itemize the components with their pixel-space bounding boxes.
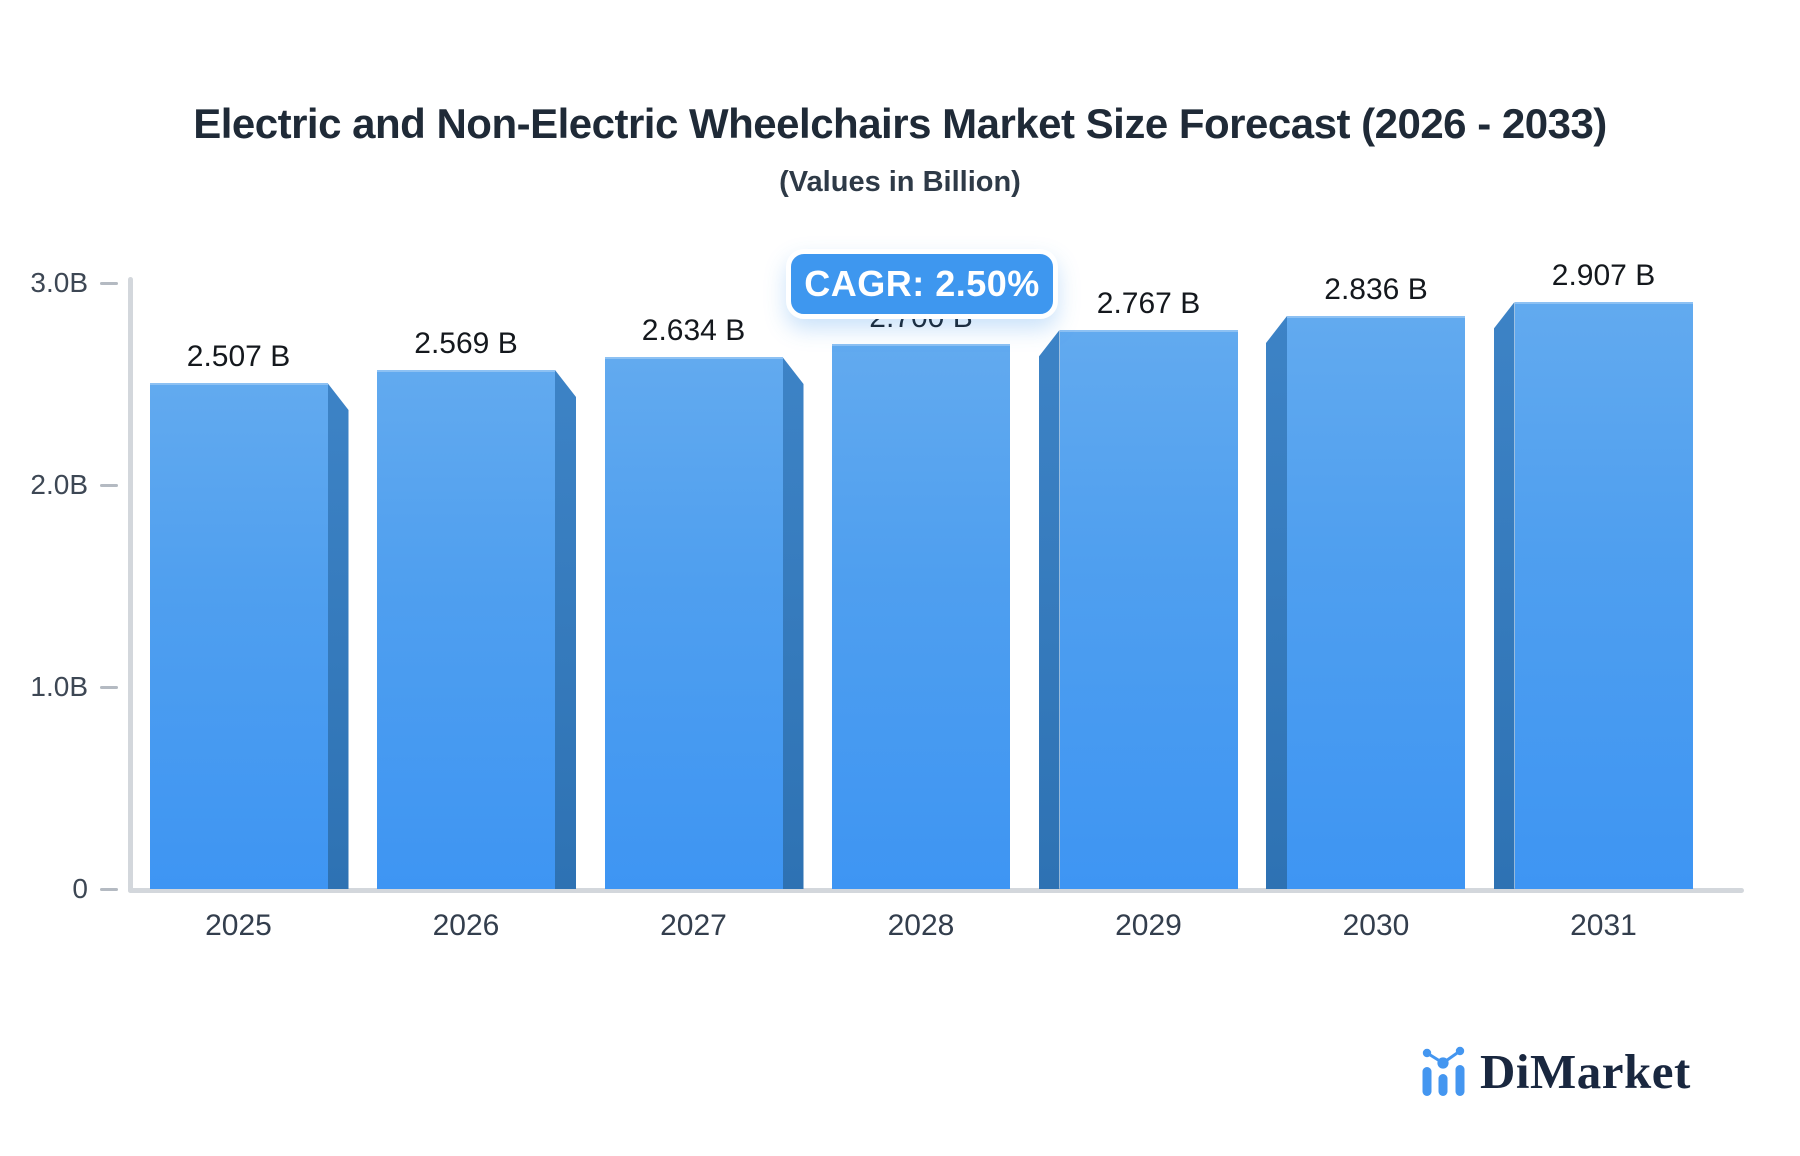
x-tick-label: 2030 bbox=[1342, 909, 1410, 942]
value-label: 2.907 B bbox=[1551, 259, 1656, 292]
y-tick-label: 0 bbox=[72, 873, 88, 904]
bar-bevel bbox=[1266, 316, 1287, 889]
brand-name: DiMarket bbox=[1480, 1043, 1691, 1099]
value-label: 2.767 B bbox=[1096, 287, 1201, 320]
x-tick-label: 2031 bbox=[1570, 909, 1637, 942]
bar-bevel bbox=[1038, 330, 1060, 889]
chart-title: Electric and Non-Electric Wheelchairs Ma… bbox=[193, 100, 1607, 147]
bar-2031 bbox=[1514, 302, 1693, 889]
cagr-badge: CAGR: 2.50% bbox=[786, 249, 1058, 319]
bar-2027 bbox=[604, 357, 783, 889]
bar-bevel bbox=[782, 357, 804, 889]
brand-logo: DiMarket bbox=[1420, 1040, 1691, 1102]
y-axis-line bbox=[128, 277, 133, 893]
bar-bevel bbox=[1493, 302, 1515, 889]
x-tick-label: 2026 bbox=[432, 909, 500, 942]
cagr-badge-label: CAGR: 2.50% bbox=[804, 263, 1040, 304]
bar-2030 bbox=[1287, 316, 1465, 889]
value-label: 2.569 B bbox=[414, 327, 518, 360]
chart-subtitle: (Values in Billion) bbox=[779, 166, 1021, 198]
bar-bevel bbox=[327, 383, 349, 889]
dimarket-logo-icon bbox=[1422, 1046, 1465, 1096]
bar-bevel bbox=[555, 370, 576, 889]
y-tick-dash bbox=[100, 887, 118, 891]
y-tick-dash bbox=[100, 483, 118, 487]
x-tick-label: 2025 bbox=[205, 909, 272, 942]
y-tick-label: 1.0B bbox=[30, 671, 88, 702]
bar-2028 bbox=[832, 344, 1010, 889]
y-tick-label: 2.0B bbox=[30, 469, 88, 500]
bar-2029 bbox=[1059, 330, 1238, 889]
y-tick-label: 3.0B bbox=[30, 267, 88, 298]
x-tick-label: 2028 bbox=[887, 909, 955, 942]
y-tick-dash bbox=[100, 281, 118, 285]
x-axis-line bbox=[128, 888, 1744, 893]
x-tick-label: 2027 bbox=[660, 909, 727, 942]
value-label: 2.634 B bbox=[641, 314, 746, 347]
y-tick-dash bbox=[100, 685, 118, 689]
bar-2025 bbox=[149, 383, 328, 889]
x-tick-label: 2029 bbox=[1115, 909, 1182, 942]
value-label: 2.836 B bbox=[1324, 273, 1428, 306]
value-label: 2.507 B bbox=[186, 340, 291, 373]
bar-2026 bbox=[377, 370, 555, 889]
